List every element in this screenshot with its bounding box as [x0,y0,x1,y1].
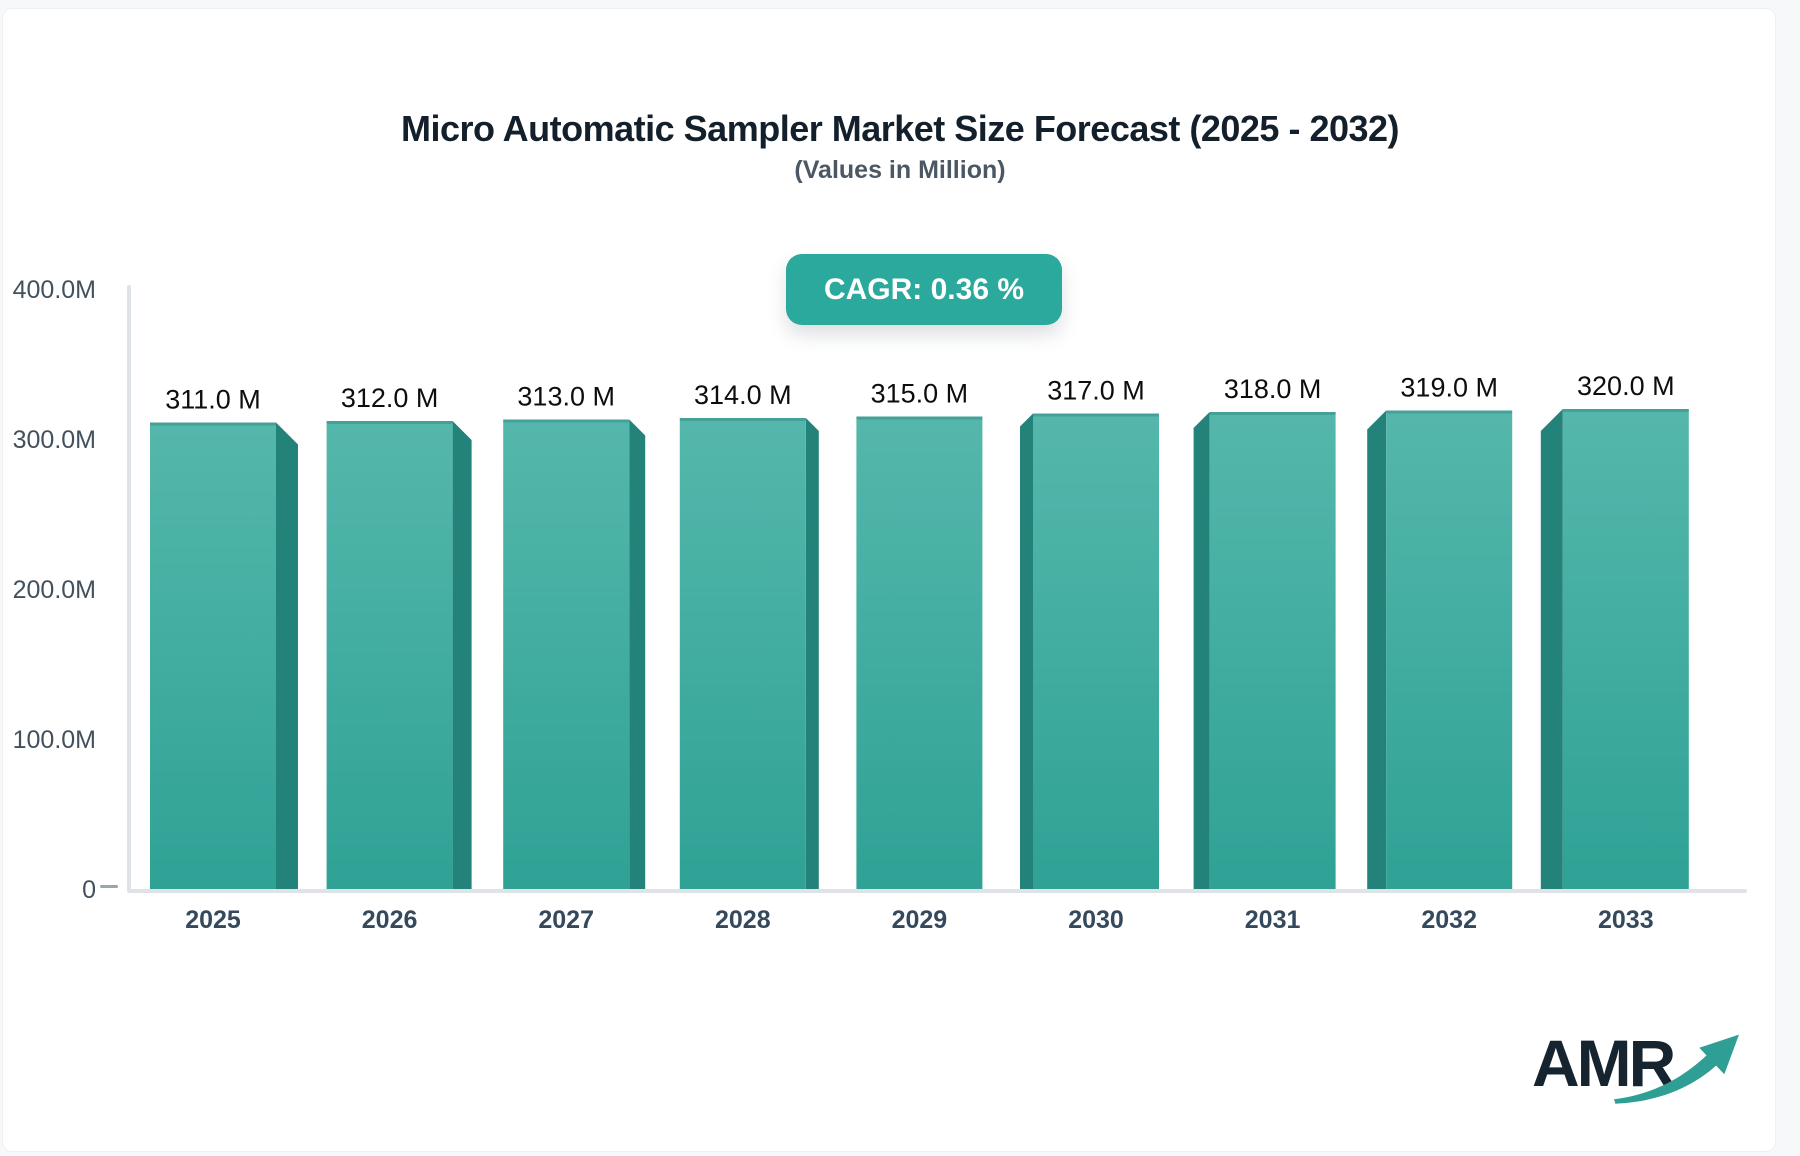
bar-value-label: 311.0 M [165,385,261,415]
chart-subtitle: (Values in Million) [794,156,1006,184]
bar-value-label: 319.0 M [1400,373,1498,403]
amr-logo-text: AMR [1532,1026,1676,1100]
y-axis-line [127,285,131,893]
x-tick-label: 2025 [185,906,241,934]
bar-value-label: 315.0 M [871,379,969,409]
bar-value-label: 314.0 M [694,380,792,410]
y-tick-label: 100.0M [13,726,96,754]
bar-top-edge [1033,413,1159,417]
bar-side-face [1540,409,1563,889]
y-tick-label: 0 [82,876,96,904]
bar [503,419,630,889]
bar-top-edge [326,421,453,424]
y-tick-label: 300.0M [13,426,96,454]
x-tick-label: 2026 [362,906,418,934]
bar [1386,410,1513,889]
bar [1033,413,1159,889]
x-tick-label: 2027 [538,906,594,934]
bar-side-face [452,421,472,889]
bar-value-label: 317.0 M [1047,376,1145,406]
bar-side-face [1020,413,1033,889]
growth-arrow-swoosh [1614,1049,1724,1104]
bar-top-edge [503,419,630,423]
bar [326,421,453,889]
bar [150,422,276,889]
bar-top-edge [856,416,983,420]
bar-side-face [629,419,646,889]
bar-value-label: 320.0 M [1577,371,1675,401]
bar-side-face [1193,412,1210,889]
growth-arrow-head [1699,1034,1739,1075]
zero-tick-dash [100,885,118,888]
bar-top-edge [1562,409,1689,412]
x-tick-label: 2028 [715,906,771,934]
x-axis-line [127,889,1747,893]
y-tick-label: 400.0M [13,276,96,304]
cagr-badge: CAGR: 0.36 % [786,254,1062,325]
bar-top-edge [150,422,276,426]
bar [679,418,806,889]
bar-top-edge [1386,410,1513,414]
growth-arrow-icon [1614,1034,1739,1104]
x-tick-label: 2033 [1598,906,1654,934]
bar [1209,412,1336,889]
bar [856,416,983,889]
bar-top-edge [1209,412,1336,415]
bar-value-label: 312.0 M [341,383,439,413]
bar-side-face [805,418,819,889]
bar-side-face [1367,410,1387,889]
bar-value-label: 318.0 M [1224,374,1322,404]
x-tick-label: 2030 [1068,906,1124,934]
x-tick-label: 2029 [892,906,948,934]
x-tick-label: 2031 [1245,906,1301,934]
y-tick-label: 200.0M [13,576,96,604]
bar-value-label: 313.0 M [517,382,615,412]
bar-top-edge [679,418,806,421]
amr-logo: AMR [1532,1026,1739,1125]
bar-side-face [276,422,298,889]
cagr-badge-label: CAGR: 0.36 % [823,272,1025,306]
chart-title: Micro Automatic Sampler Market Size Fore… [400,108,1400,149]
x-tick-label: 2032 [1421,906,1477,934]
bar [1562,409,1689,889]
